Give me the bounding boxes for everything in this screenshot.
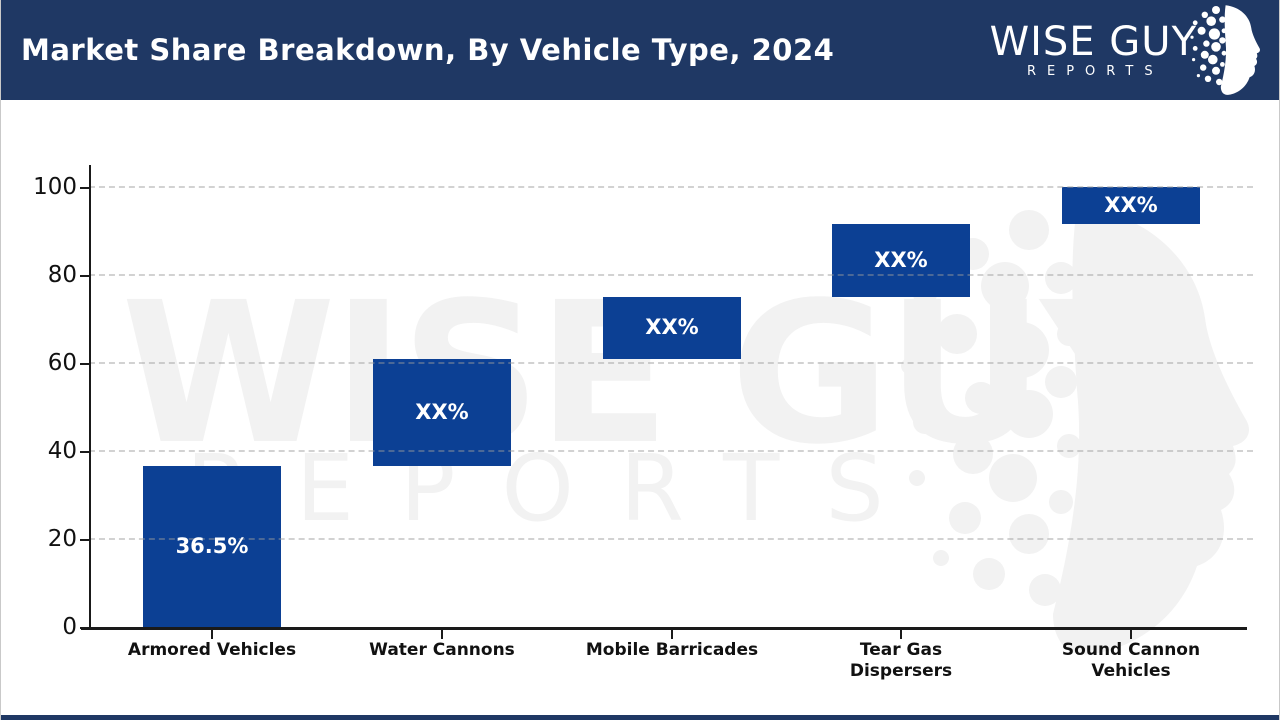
bar-water-cannons — [373, 358, 511, 467]
x-axis-category-label-line: Water Cannons — [369, 640, 515, 660]
y-axis-tick — [80, 539, 89, 541]
x-axis-tick — [1130, 630, 1132, 639]
y-axis-tick — [80, 363, 89, 365]
y-axis-tick — [80, 275, 89, 277]
bar-value-label: XX% — [415, 399, 469, 424]
gridline-100 — [89, 186, 1253, 188]
x-axis-tick — [441, 630, 443, 639]
chart-title: Market Share Breakdown, By Vehicle Type,… — [21, 33, 835, 67]
bar-value-label: 36.5% — [175, 533, 249, 558]
bar-tear-gas-dispersers — [832, 224, 970, 297]
logo-wordmark: WISE GUY — [989, 18, 1197, 65]
y-axis-tick-label: 40 — [47, 438, 77, 464]
y-axis-tick — [80, 187, 89, 189]
x-axis-category-label-line: Mobile Barricades — [585, 640, 759, 660]
bar-value-label: XX% — [874, 247, 928, 272]
y-axis-tick — [80, 627, 89, 629]
bar-sound-cannon-vehicles — [1062, 187, 1200, 225]
gridline-20 — [89, 538, 1253, 540]
x-axis-category-label: Sound Cannon Vehicles — [1016, 640, 1246, 682]
x-axis-category-label-line: Tear Gas — [859, 640, 943, 660]
y-axis-tick-label: 60 — [47, 350, 77, 376]
header-bar: Market Share Breakdown, By Vehicle Type,… — [1, 0, 1279, 100]
wise-guy-reports-logo: WISE GUY REPORTS — [990, 2, 1279, 98]
watermark-subtitle: REPORTS — [186, 435, 930, 542]
bar-value-label: XX% — [645, 314, 699, 339]
watermark-head-icon — [901, 206, 1249, 655]
footer-accent-strip — [1, 715, 1279, 720]
logo-text: WISE GUY REPORTS — [990, 22, 1197, 79]
x-axis-category-label-line: Dispersers — [849, 661, 953, 681]
y-axis-line — [89, 165, 91, 629]
y-axis-tick-label: 80 — [47, 262, 77, 288]
bar-armored-vehicles — [143, 466, 281, 627]
y-axis-tick-label: 100 — [33, 174, 77, 200]
x-axis-category-label-line: Armored Vehicles — [127, 640, 297, 660]
y-axis-tick — [80, 451, 89, 453]
bar-value-label: XX% — [1104, 192, 1158, 217]
x-axis-category-label: Water Cannons — [327, 640, 557, 661]
x-axis-line — [81, 627, 1247, 630]
x-axis-tick — [900, 630, 902, 639]
x-axis-category-label: Mobile Barricades — [557, 640, 787, 661]
gridline-80 — [89, 274, 1253, 276]
x-axis-category-label: Armored Vehicles — [97, 640, 327, 661]
gridline-40 — [89, 450, 1253, 452]
y-axis-tick-label: 20 — [47, 526, 77, 552]
dotted-head-logo-icon — [1190, 5, 1260, 95]
x-axis-tick — [671, 630, 673, 639]
bar-mobile-barricades — [603, 297, 741, 359]
x-axis-category-label-line: Vehicles — [1091, 661, 1171, 681]
y-axis-tick-label: 0 — [62, 614, 77, 640]
gridline-60 — [89, 362, 1253, 364]
chart-plot-area: WISE GUY REPORTS 36.5% XX% XX% XX% XX% 0 20 40 6… — [1, 100, 1279, 716]
logo-subtitle: REPORTS — [1026, 63, 1164, 79]
x-axis-category-label-line: Sound Cannon — [1061, 640, 1201, 660]
x-axis-tick — [211, 630, 213, 639]
x-axis-category-label: Tear Gas Dispersers — [786, 640, 1016, 682]
